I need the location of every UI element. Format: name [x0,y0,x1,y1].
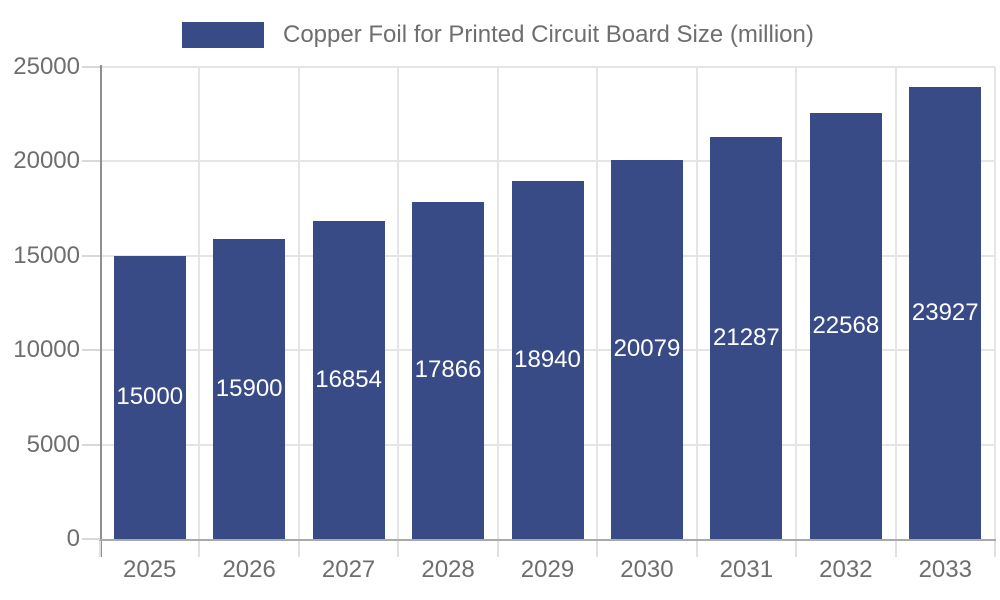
y-axis-tick [82,443,100,446]
bar: 16854 [312,220,385,539]
y-tick-label: 5000 [26,430,80,458]
x-axis-tick [397,541,400,557]
v-gridline [496,67,499,539]
x-axis-tick [297,541,300,557]
x-axis-tick [894,541,897,557]
y-tick-label: 10000 [13,336,80,364]
y-tick-label: 15000 [13,241,80,269]
x-axis-tick [695,541,698,557]
bar-value-label: 22568 [812,311,880,339]
y-tick-label: 25000 [13,53,80,80]
legend-label: Copper Foil for Printed Circuit Board Si… [283,21,814,48]
bar: 17866 [412,201,485,539]
v-gridline [795,67,798,539]
y-axis-tick [82,538,100,540]
x-tick-label: 2031 [719,556,774,583]
bar-value-label: 15900 [215,374,283,402]
x-axis-tick [994,541,996,557]
x-axis-tick [198,541,201,557]
y-axis-tick [82,254,100,257]
x-tick-label: 2033 [918,556,972,583]
bar-value-label: 17866 [414,356,482,384]
v-gridline [198,67,201,539]
x-axis-tick [99,541,101,557]
bar: 18940 [511,181,584,539]
h-gridline [100,66,995,68]
bar-value-label: 23927 [911,299,979,327]
bar: 23927 [909,87,982,539]
y-axis-tick [82,66,100,68]
v-gridline [596,67,599,539]
bar-value-label: 16854 [315,365,382,393]
h-gridline [100,160,995,163]
y-axis-tick [82,349,100,352]
x-tick-label: 2028 [421,556,475,583]
v-gridline [894,67,897,539]
bar: 15000 [113,255,186,539]
x-tick-label: 2032 [819,556,873,583]
bar-value-label: 18940 [514,346,581,374]
y-axis-line [100,65,102,557]
bar: 15900 [213,238,286,539]
chart-legend-item[interactable]: Copper Foil for Printed Circuit Board Si… [182,18,814,52]
bar-value-label: 15000 [116,383,184,411]
x-tick-label: 2027 [321,556,376,583]
y-tick-label: 0 [66,525,80,552]
x-tick-label: 2026 [222,556,276,583]
x-axis-tick [496,541,499,557]
v-gridline [695,67,698,539]
bar-value-label: 21287 [713,324,780,352]
x-tick-label: 2025 [123,556,177,583]
bar: 21287 [710,137,783,539]
v-gridline [397,67,400,539]
x-tick-label: 2029 [520,556,575,583]
x-axis-tick [795,541,798,557]
y-axis-tick [82,160,100,163]
y-tick-label: 20000 [13,147,80,175]
bar-value-label: 20079 [613,335,681,363]
x-tick-label: 2030 [620,556,674,583]
bar: 22568 [809,112,882,539]
v-gridline [297,67,300,539]
bar: 20079 [610,159,683,539]
legend-swatch [182,22,264,48]
x-axis-tick [596,541,599,557]
x-axis-line [99,539,996,541]
v-gridline [994,67,996,539]
